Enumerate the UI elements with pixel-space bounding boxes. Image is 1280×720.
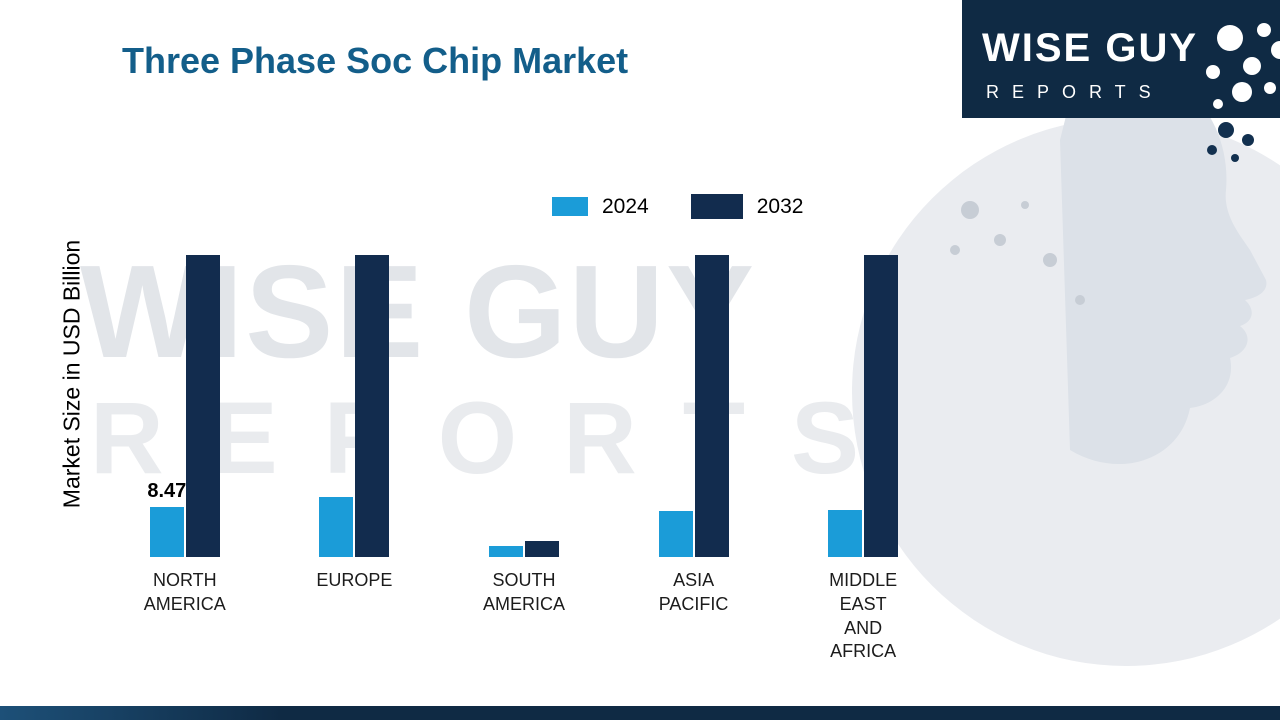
- y-axis-label: Market Size in USD Billion: [58, 239, 85, 509]
- bottom-bar: [0, 706, 1280, 720]
- bar-2032-middle-east-and-africa: [864, 255, 899, 557]
- bar-group-north-america: 8.47 NORTH AMERICA: [100, 252, 270, 614]
- head-silhouette-graphic: [1060, 58, 1267, 465]
- legend-swatch-2024: [552, 197, 588, 216]
- logo-name: WISE GUY: [982, 26, 1199, 70]
- wise-guy-logo: WISE GUY REPORTS: [962, 0, 1280, 118]
- bar-2024-europe: [319, 497, 354, 557]
- bar-group-europe: EUROPE: [270, 252, 440, 590]
- category-label: SOUTH AMERICA: [482, 570, 565, 614]
- category-label: MIDDLE EAST AND AFRICA: [829, 570, 898, 662]
- category-label: EUROPE: [316, 570, 393, 590]
- legend-label-2024: 2024: [602, 194, 649, 218]
- bar-2032-north-america: [185, 255, 220, 557]
- bar-group-asia-pacific: ASIA PACIFIC: [609, 252, 779, 614]
- category-label: NORTH AMERICA: [143, 570, 226, 614]
- page-title: Three Phase Soc Chip Market: [122, 40, 629, 81]
- bar-group-middle-east-and-africa: MIDDLE EAST AND AFRICA: [778, 252, 948, 661]
- bar-2024-north-america: 8.47: [147, 480, 186, 557]
- bar-group-south-america: SOUTH AMERICA: [439, 252, 609, 614]
- legend-swatch-2032: [690, 194, 743, 219]
- bar-2032-south-america: [524, 541, 559, 557]
- bar-2024-middle-east-and-africa: [828, 510, 863, 557]
- bar-2032-asia-pacific: [694, 255, 729, 557]
- logo-subtitle: REPORTS: [986, 82, 1164, 102]
- chart-legend: 2024 2032: [552, 194, 803, 219]
- bar-2024-asia-pacific: [658, 511, 693, 557]
- bar-2032-europe: [355, 255, 390, 557]
- bar-2024-south-america: [488, 546, 523, 557]
- dots-graphic: [950, 23, 1280, 305]
- legend-label-2032: 2032: [756, 194, 804, 218]
- category-label: ASIA PACIFIC: [658, 570, 729, 614]
- bar-chart: 8.47 NORTH AMERICA EUROPE SOUTH AMERICA ASIA…: [100, 252, 948, 661]
- bar-value-label: 8.47: [147, 480, 187, 502]
